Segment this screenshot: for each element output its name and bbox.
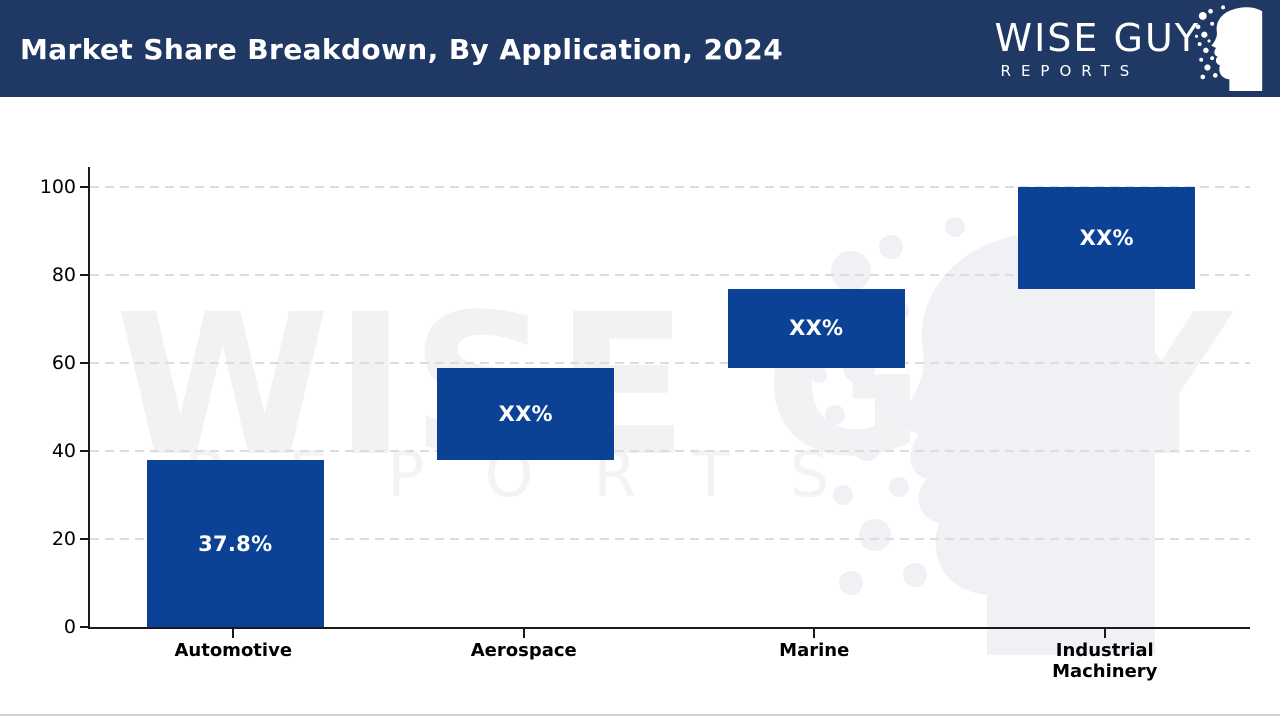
y-tick-mark-100: [80, 185, 88, 188]
gridline-40: [90, 449, 1250, 452]
y-tick-mark-80: [80, 273, 88, 276]
x-tick-label-aerospace: Aerospace: [470, 640, 577, 661]
wise-guy-reports-logo: WISE GUY REPORTS: [995, 5, 1266, 91]
bar-value-label: 37.8%: [198, 531, 273, 556]
y-tick-label-100: 100: [39, 175, 76, 198]
gridline-20: [90, 537, 1250, 540]
footer-divider: [0, 714, 1280, 716]
plot-area: 37.8% XX% XX% XX%: [88, 167, 1250, 629]
logo-wordmark: WISE GUY: [994, 16, 1200, 60]
bar-industrial-machinery: XX%: [1018, 186, 1196, 289]
x-tick-mark-automotive: [232, 629, 235, 638]
y-tick-label-60: 60: [51, 351, 76, 374]
gridline-100: [90, 185, 1250, 188]
x-tick-label-marine: Marine: [779, 640, 850, 661]
logo-text: WISE GUY REPORTS: [995, 16, 1200, 80]
x-tick-mark-industrial-machinery: [1103, 629, 1106, 638]
x-tick-label-automotive: Automotive: [174, 640, 293, 661]
bar-value-label: XX%: [498, 402, 553, 427]
bar-automotive: 37.8%: [146, 460, 324, 627]
header-bar: Market Share Breakdown, By Application, …: [0, 0, 1280, 97]
gridline-60: [90, 361, 1250, 364]
logo-face-dots-icon: [1194, 5, 1263, 91]
y-tick-label-40: 40: [51, 439, 76, 462]
y-tick-label-0: 0: [63, 616, 76, 638]
x-tick-label-industrial-machinery: Industrial Machinery: [1052, 640, 1158, 682]
bar-marine: XX%: [727, 288, 905, 368]
x-tick-mark-aerospace: [522, 629, 525, 638]
y-tick-label-20: 20: [51, 527, 76, 550]
y-tick-mark-20: [80, 537, 88, 540]
bar-value-label: XX%: [789, 316, 844, 341]
bar-aerospace: XX%: [437, 367, 615, 461]
y-tick-mark-0: [80, 626, 88, 628]
x-tick-mark-marine: [813, 629, 816, 638]
bar-value-label: XX%: [1079, 225, 1134, 250]
y-tick-mark-60: [80, 361, 88, 364]
y-tick-label-80: 80: [51, 263, 76, 286]
logo-subtext: REPORTS: [1000, 62, 1140, 80]
gridline-80: [90, 273, 1250, 276]
y-tick-mark-40: [80, 449, 88, 452]
page-title: Market Share Breakdown, By Application, …: [20, 33, 784, 66]
